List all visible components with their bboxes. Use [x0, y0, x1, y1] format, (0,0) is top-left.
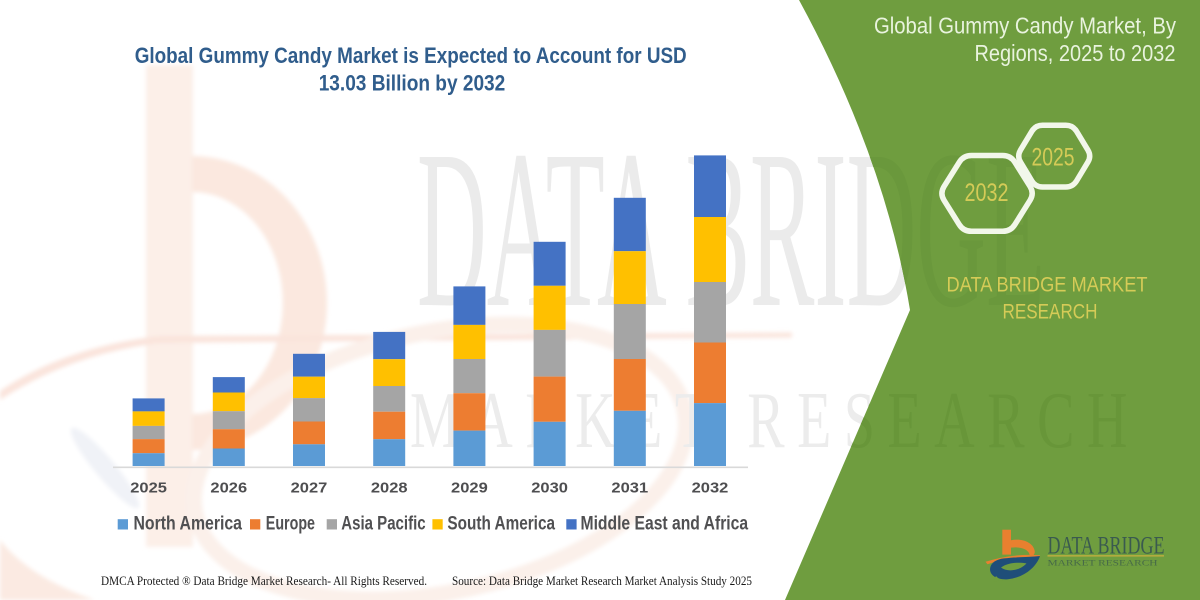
svg-text:RESEARCH: RESEARCH [1003, 301, 1098, 324]
svg-text:2025: 2025 [130, 481, 167, 497]
svg-text:Global Gummy Candy Market, By: Global Gummy Candy Market, By [874, 12, 1176, 38]
svg-text:Europe: Europe [266, 513, 315, 535]
svg-text:DATA BRIDGE MARKET: DATA BRIDGE MARKET [947, 273, 1148, 296]
svg-text:Global Gummy Candy Market is E: Global Gummy Candy Market is Expected to… [135, 43, 687, 68]
svg-text:Middle East and Africa: Middle East and Africa [581, 513, 749, 535]
svg-text:2026: 2026 [210, 481, 247, 497]
svg-text:2027: 2027 [291, 481, 328, 497]
svg-text:2029: 2029 [451, 481, 488, 497]
svg-text:Asia Pacific: Asia Pacific [341, 513, 425, 535]
svg-text:North America: North America [134, 513, 243, 535]
svg-text:South America: South America [447, 513, 555, 535]
svg-text:13.03 Billion by 2032: 13.03 Billion by 2032 [319, 71, 506, 96]
svg-text:2028: 2028 [371, 481, 408, 497]
svg-text:2032: 2032 [965, 179, 1009, 207]
svg-text:2031: 2031 [611, 481, 648, 497]
svg-text:2032: 2032 [692, 481, 729, 497]
svg-text:Source: Data Bridge Market Res: Source: Data Bridge Market Research Mark… [452, 573, 752, 588]
svg-text:DMCA Protected ® Data Bridge M: DMCA Protected ® Data Bridge Market Rese… [101, 573, 427, 588]
svg-text:MARKET RESEARCH: MARKET RESEARCH [1048, 558, 1158, 568]
svg-text:2025: 2025 [1032, 144, 1075, 172]
svg-text:Regions, 2025 to 2032: Regions, 2025 to 2032 [975, 40, 1176, 66]
svg-text:2030: 2030 [531, 481, 568, 497]
svg-text:DATA BRIDGE: DATA BRIDGE [1048, 532, 1165, 559]
